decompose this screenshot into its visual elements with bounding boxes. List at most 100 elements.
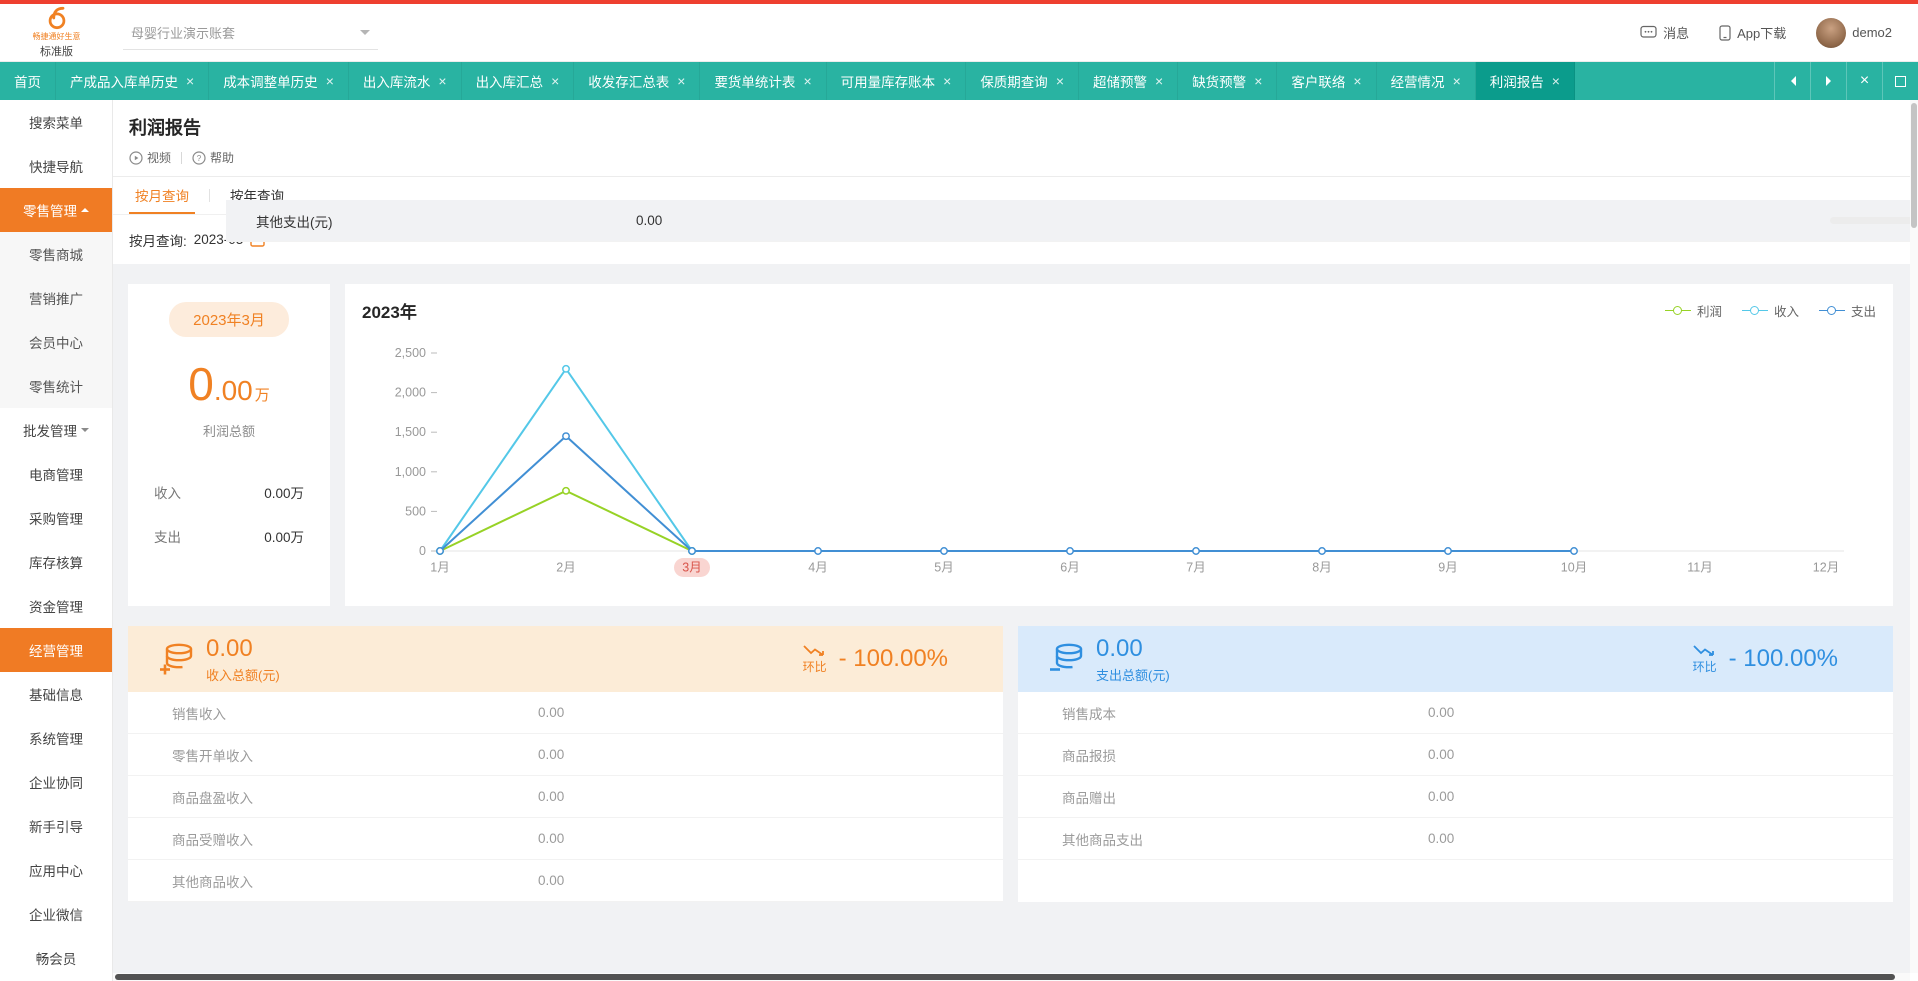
tab-item[interactable]: 缺货预警 × xyxy=(1178,62,1278,100)
legend-item[interactable]: 收入 xyxy=(1741,301,1799,320)
sidebar-item[interactable]: 会员中心 xyxy=(0,320,112,364)
sidebar-item[interactable]: 批发管理 xyxy=(0,408,112,452)
legend-marker-icon xyxy=(1741,306,1768,316)
tabs-scroll-left-button[interactable] xyxy=(1774,62,1810,100)
sidebar-item[interactable]: 经营管理 xyxy=(0,628,112,672)
close-icon: × xyxy=(1859,72,1870,89)
messages-button[interactable]: 消息 xyxy=(1640,23,1689,42)
tab-label: 首页 xyxy=(14,75,41,90)
summary-row-value: 0.00万 xyxy=(264,530,304,545)
tab-close-icon[interactable]: × xyxy=(1353,73,1362,89)
tab-close-icon[interactable]: × xyxy=(1155,73,1164,89)
tab-item[interactable]: 出入库流水 × xyxy=(349,62,462,100)
tab-monthly-query[interactable]: 按月查询 xyxy=(129,177,195,214)
tab-close-icon[interactable]: × xyxy=(1055,73,1064,89)
sidebar-item[interactable]: 畅会员 xyxy=(0,936,112,980)
tab-close-icon[interactable]: × xyxy=(943,73,952,89)
account-select[interactable]: 母婴行业演示账套 xyxy=(123,16,378,50)
help-link[interactable]: ? 帮助 xyxy=(192,149,234,166)
tab-item[interactable]: 保质期查询 × xyxy=(966,62,1079,100)
chevron-up-icon xyxy=(81,204,89,212)
horizontal-scrollbar[interactable] xyxy=(113,973,1910,981)
legend-item[interactable]: 利润 xyxy=(1664,301,1722,320)
sidebar-item[interactable]: 采购管理 xyxy=(0,496,112,540)
fullscreen-button[interactable] xyxy=(1882,62,1918,100)
sidebar-item[interactable]: 零售统计 xyxy=(0,364,112,408)
tab-close-icon[interactable]: × xyxy=(1254,73,1263,89)
tab-controls: × xyxy=(1774,62,1918,100)
tab-yearly-query[interactable]: 按年查询 xyxy=(230,188,284,204)
account-select-value: 母婴行业演示账套 xyxy=(131,25,236,41)
month-filter-label: 按月查询: xyxy=(129,233,187,249)
sidebar-item[interactable]: 企业微信 xyxy=(0,892,112,936)
sidebar-item[interactable]: 新手引导 xyxy=(0,804,112,848)
income-ratio-block: 环比 - 100.00% xyxy=(803,644,948,675)
legend-item[interactable]: 支出 xyxy=(1818,301,1876,320)
amount-integer: 0 xyxy=(188,358,214,410)
sidebar-item[interactable]: 零售商城 xyxy=(0,232,112,276)
panel-row-label: 商品赠出 xyxy=(1062,790,1116,806)
tab-item[interactable]: 首页 xyxy=(0,62,56,100)
sidebar-item[interactable]: 资金管理 xyxy=(0,584,112,628)
tab-close-icon[interactable]: × xyxy=(1551,73,1560,89)
series-line-利润 xyxy=(439,489,693,552)
video-link[interactable]: 视频 xyxy=(129,149,171,166)
username: demo2 xyxy=(1852,25,1892,40)
sidebar-item[interactable]: 应用中心 xyxy=(0,848,112,892)
sidebar-item[interactable]: 企业协同 xyxy=(0,760,112,804)
sidebar-item[interactable]: 系统管理 xyxy=(0,716,112,760)
sidebar-item-label: 基础信息 xyxy=(29,688,83,703)
tab-item[interactable]: 收发存汇总表 × xyxy=(574,62,701,100)
expense-trend-block: 环比 xyxy=(1693,644,1717,675)
sidebar-item-label: 批发管理 xyxy=(23,424,77,439)
sidebar-item[interactable]: 搜索菜单 xyxy=(0,100,112,144)
video-icon xyxy=(129,150,143,165)
tab-close-icon[interactable]: × xyxy=(1452,73,1461,89)
chevron-down-icon xyxy=(360,29,370,40)
sidebar-item[interactable]: 基础信息 xyxy=(0,672,112,716)
legend-marker-icon xyxy=(1818,306,1845,316)
sidebar-item[interactable]: 快捷导航 xyxy=(0,144,112,188)
sidebar-item-label: 新手引导 xyxy=(29,820,83,835)
vertical-scrollbar[interactable] xyxy=(1910,100,1918,973)
tab-item[interactable]: 产成品入库单历史 × xyxy=(56,62,210,100)
scrollbar-thumb[interactable] xyxy=(1911,103,1917,228)
divider xyxy=(209,189,210,202)
panel-row-label: 其他支出(元) xyxy=(256,214,333,230)
tab-item[interactable]: 成本调整单历史 × xyxy=(209,62,349,100)
panel-row-label: 其他商品支出 xyxy=(1062,832,1143,848)
avatar[interactable] xyxy=(1816,17,1847,48)
sidebar-item-label: 电商管理 xyxy=(29,468,83,483)
scrollbar-thumb[interactable] xyxy=(115,974,1895,980)
tab-close-icon[interactable]: × xyxy=(551,73,560,89)
tab-close-icon[interactable]: × xyxy=(186,73,195,89)
sidebar-item[interactable]: 库存核算 xyxy=(0,540,112,584)
tab-item[interactable]: 出入库汇总 × xyxy=(462,62,575,100)
tab-item[interactable]: 经营情况 × xyxy=(1377,62,1476,100)
tab-item[interactable]: 要货单统计表 × xyxy=(700,62,827,100)
trend-down-icon xyxy=(802,644,824,656)
panel-row-label: 销售成本 xyxy=(1062,706,1116,722)
sidebar-item-label: 零售商城 xyxy=(29,248,83,263)
sidebar-item[interactable]: 电商管理 xyxy=(0,452,112,496)
tab-close-icon[interactable]: × xyxy=(438,73,447,89)
tab-item[interactable]: 超储预警 × xyxy=(1079,62,1179,100)
income-total-block: 0.00 收入总额(元) xyxy=(206,635,280,684)
tab-item[interactable]: 客户联络 × xyxy=(1277,62,1377,100)
tab-item[interactable]: 可用量库存账本 × xyxy=(827,62,967,100)
tab-close-icon[interactable]: × xyxy=(325,73,334,89)
sidebar-item[interactable]: 零售管理 xyxy=(0,188,112,232)
panel-row: 销售收入 0.00 xyxy=(128,692,1003,734)
user-menu[interactable]: demo2 xyxy=(1816,17,1892,48)
tab-active[interactable]: 利润报告 × xyxy=(1475,62,1575,100)
app-logo[interactable]: 畅捷通好生意 标准版 xyxy=(0,6,113,59)
tab-close-icon[interactable]: × xyxy=(677,73,686,89)
tab-close-icon[interactable]: × xyxy=(803,73,812,89)
ratio-label: 环比 xyxy=(1692,659,1717,674)
summary-row-value: 0.00万 xyxy=(264,486,304,501)
tabs-scroll-right-button[interactable] xyxy=(1810,62,1846,100)
sidebar-item[interactable]: 营销推广 xyxy=(0,276,112,320)
x-axis-label: 11月 xyxy=(1687,561,1712,575)
app-download-button[interactable]: App下载 xyxy=(1719,23,1786,42)
tabs-close-all-button[interactable]: × xyxy=(1846,62,1882,100)
